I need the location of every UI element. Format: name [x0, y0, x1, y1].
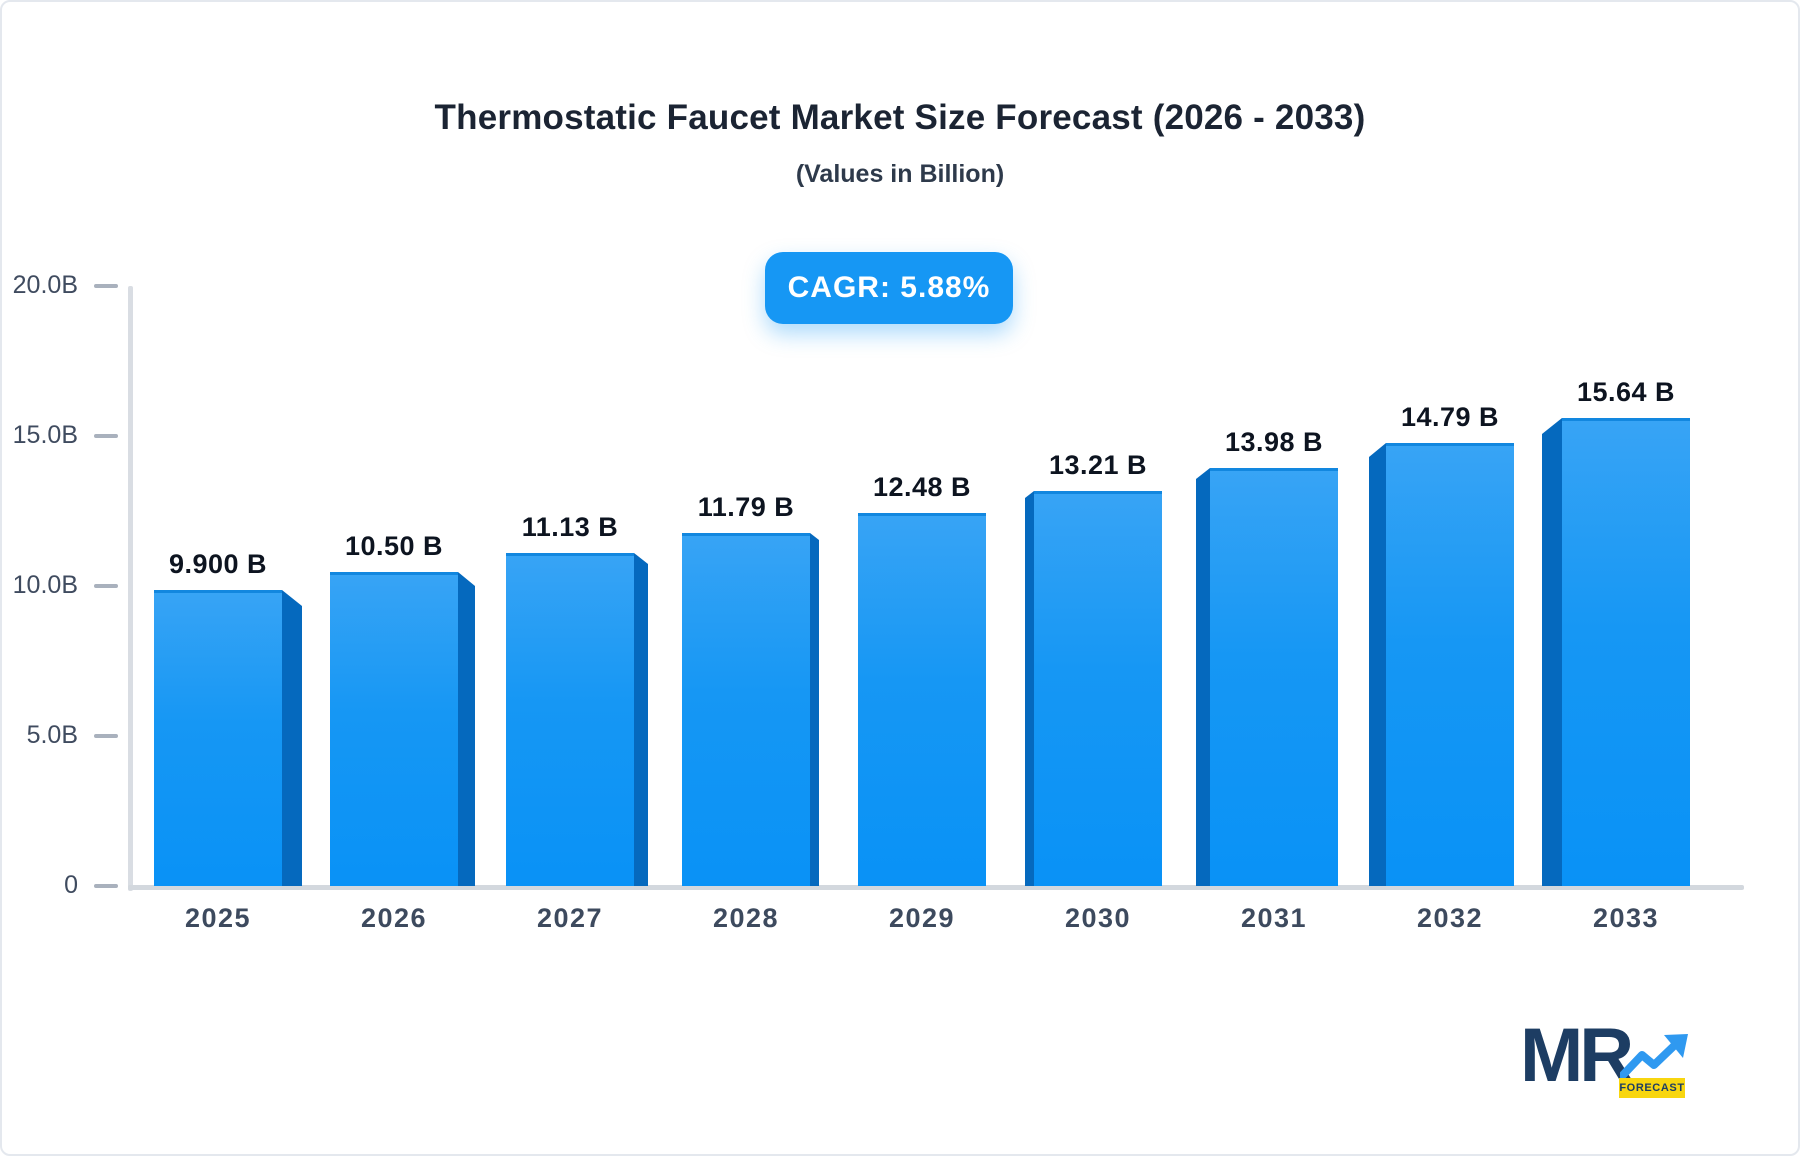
bar-value-label: 15.64 B	[1576, 377, 1676, 407]
x-axis-label-2025: 2025	[184, 903, 252, 933]
bar-2030	[1034, 491, 1162, 886]
bar-side-face	[1542, 418, 1562, 886]
bar-side-face	[1196, 468, 1210, 886]
mr-forecast-logo: MR FORECAST	[1520, 1013, 1710, 1110]
bar-2026	[330, 572, 458, 886]
bar-value-label: 13.98 B	[1224, 427, 1324, 457]
trend-up-arrow-icon	[1619, 1034, 1690, 1085]
y-axis-tick-label: 15.0B	[12, 421, 78, 449]
bar-side-face	[810, 533, 819, 886]
x-axis-label-2031: 2031	[1240, 903, 1308, 933]
bar-value-label: 11.13 B	[521, 512, 619, 542]
bar-value-label: 12.48 B	[872, 472, 972, 502]
bar-side-face	[282, 590, 302, 886]
x-axis-label-2028: 2028	[712, 903, 780, 933]
cagr-badge-label: CAGR: 5.88%	[787, 271, 991, 304]
logo-forecast-text: FORECAST	[1619, 1078, 1685, 1098]
x-axis-line	[128, 885, 1744, 890]
y-axis-line	[128, 286, 133, 891]
bar-side-face	[634, 553, 648, 886]
bar-2028	[682, 533, 810, 886]
x-axis-label-2030: 2030	[1064, 903, 1132, 933]
y-axis-tick-label: 20.0B	[12, 271, 78, 299]
logo-mr-text: MR	[1520, 1013, 1634, 1098]
bar-2032	[1386, 443, 1514, 886]
bar-value-label: 11.79 B	[697, 492, 795, 522]
x-axis-label-2027: 2027	[536, 903, 604, 933]
bar-value-label: 14.79 B	[1400, 402, 1500, 432]
bar-value-label: 10.50 B	[344, 531, 444, 561]
y-axis-tick-mark	[94, 734, 118, 738]
y-axis-tick-mark	[94, 434, 118, 438]
x-axis-label-2032: 2032	[1416, 903, 1484, 933]
bar-2029	[858, 513, 986, 886]
x-axis-label-2033: 2033	[1592, 903, 1660, 933]
bar-2027	[506, 553, 634, 886]
bar-value-label: 13.21 B	[1048, 450, 1148, 480]
y-axis-tick-mark	[94, 884, 118, 888]
y-axis-tick-mark	[94, 284, 118, 288]
bar-2033	[1562, 418, 1690, 886]
cagr-badge: CAGR: 5.88%	[765, 252, 1013, 324]
bar-side-face	[458, 572, 475, 886]
y-axis-tick-label: 5.0B	[26, 721, 78, 749]
chart-subtitle: (Values in Billion)	[795, 160, 1005, 188]
page-title: Thermostatic Faucet Market Size Forecast…	[434, 98, 1366, 137]
x-axis-label-2029: 2029	[888, 903, 956, 933]
bar-value-label: 9.900 B	[168, 549, 268, 579]
bar-side-face	[1025, 491, 1034, 886]
y-axis-tick-label: 10.0B	[12, 571, 78, 599]
x-axis-label-2026: 2026	[360, 903, 428, 933]
y-axis-tick-mark	[94, 584, 118, 588]
y-axis-tick-label: 0	[64, 871, 78, 899]
bar-2025	[154, 590, 282, 886]
bar-2031	[1210, 468, 1338, 886]
bar-side-face	[1369, 443, 1386, 886]
